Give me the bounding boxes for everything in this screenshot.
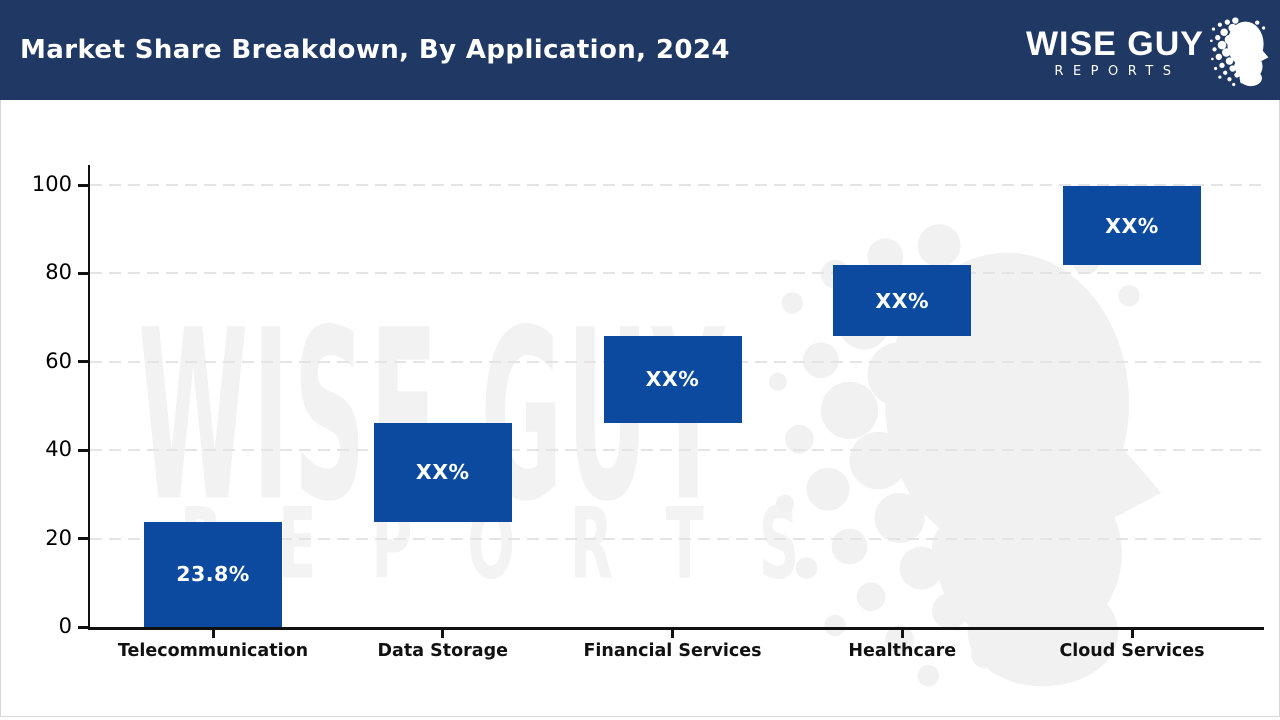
y-axis-tick [78, 360, 88, 364]
grid-line [90, 537, 1264, 540]
x-tick-label: Financial Services [583, 641, 762, 661]
grid-line [90, 184, 1264, 186]
bar-label: XX% [645, 367, 700, 392]
y-axis-tick [78, 625, 88, 629]
bar-label: XX% [875, 288, 930, 313]
y-axis-tick [78, 448, 88, 452]
x-axis-tick [671, 630, 674, 638]
bar: XX% [373, 422, 512, 522]
bar: 23.8% [144, 521, 282, 627]
y-axis-tick [78, 183, 88, 187]
logo-name-label: WISE GUY [1025, 24, 1204, 63]
x-axis-tick [900, 630, 904, 638]
bar-label: XX% [415, 460, 470, 485]
y-axis-tick [78, 537, 88, 541]
x-axis-tick [441, 630, 445, 638]
x-tick-label: Cloud Services [1059, 641, 1205, 661]
bar-label: XX% [1105, 213, 1159, 238]
wise-guy-logo: WISE GUY REPORTS [1026, 13, 1270, 91]
bar: XX% [603, 336, 742, 423]
grid-line [90, 449, 1264, 452]
y-tick-label: 20 [45, 525, 72, 550]
dotted-head-icon [1206, 13, 1270, 91]
header-bar: Market Share Breakdown, By Application, … [0, 0, 1280, 100]
y-tick-label: 60 [45, 348, 72, 373]
logo-tagline-label: REPORTS [1054, 63, 1181, 79]
bar-label: 23.8% [176, 562, 250, 587]
y-tick-label: 80 [45, 260, 72, 285]
x-axis-tick [211, 630, 215, 638]
x-tick-label: Data Storage [377, 641, 508, 661]
plot-area: 0 20 40 60 80 100 Telecommunication 23.8% Data S… [32, 165, 1264, 661]
x-tick-label: Telecommunication [117, 641, 309, 661]
logo-text: WISE GUY REPORTS [1026, 27, 1204, 78]
y-axis-tick [78, 271, 88, 275]
x-axis-tick [1130, 630, 1134, 638]
x-tick-label: Healthcare [848, 641, 957, 661]
page-title: Market Share Breakdown, By Application, … [20, 35, 730, 65]
y-tick-label: 40 [45, 437, 72, 462]
grid-line [90, 272, 1264, 275]
bar: XX% [833, 265, 972, 337]
bar: XX% [1063, 185, 1201, 266]
y-tick-label: 0 [58, 614, 72, 638]
y-tick-label: 100 [31, 172, 72, 196]
